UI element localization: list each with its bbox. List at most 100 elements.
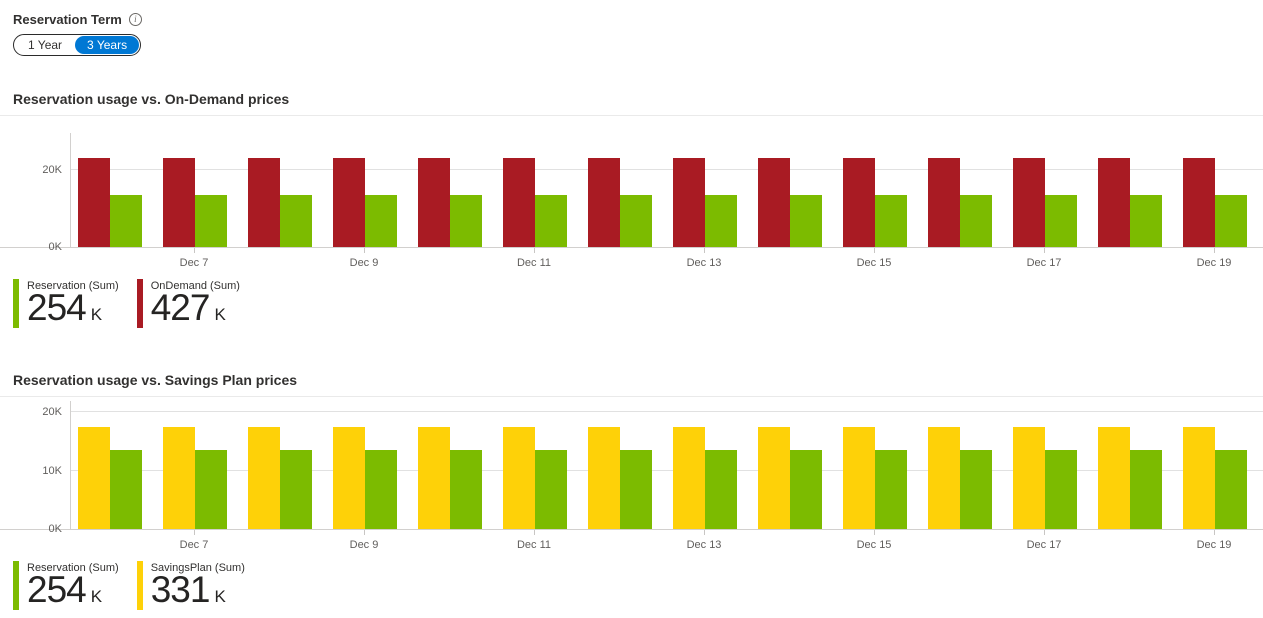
bar-reservation xyxy=(365,449,397,529)
info-icon[interactable]: i xyxy=(128,13,142,26)
bar-pair xyxy=(673,426,737,529)
y-axis-label: 0K xyxy=(48,522,62,535)
legend-unit: K xyxy=(90,305,103,324)
legend-swatch xyxy=(136,279,143,328)
legend-value: 331 xyxy=(150,568,211,610)
bar-ondemand xyxy=(418,158,450,247)
gridline xyxy=(71,410,1263,412)
y-axis: 0K 10K 20K xyxy=(0,401,70,535)
x-axis-label: Dec 11 xyxy=(516,257,552,269)
x-axis-label: Dec 9 xyxy=(349,257,379,269)
bar-reservation xyxy=(535,195,567,247)
bar-pair xyxy=(928,426,992,529)
x-axis-tick xyxy=(704,529,705,535)
bar-savingsplan xyxy=(1013,426,1045,529)
x-axis-label: Dec 11 xyxy=(516,538,552,551)
bar-pair xyxy=(1183,158,1247,247)
bar-reservation xyxy=(195,195,227,247)
bar-pair xyxy=(758,158,822,247)
bar-ondemand xyxy=(1098,158,1130,247)
bar-reservation xyxy=(790,449,822,529)
bar-reservation xyxy=(705,195,737,247)
divider xyxy=(0,115,1263,116)
x-axis-tick xyxy=(704,248,705,253)
bar-reservation xyxy=(875,449,907,529)
legend-text: OnDemand (Sum) 427 K xyxy=(151,279,240,328)
bar-pair xyxy=(588,158,652,247)
gridline xyxy=(71,169,1263,170)
legend-value-row: 427 K xyxy=(150,287,240,328)
gridline xyxy=(71,469,1263,471)
bar-reservation xyxy=(280,195,312,247)
bar-pair xyxy=(503,158,567,247)
bar-ondemand xyxy=(503,158,535,247)
bar-savingsplan xyxy=(333,426,365,529)
bar-savingsplan xyxy=(843,426,875,529)
legend-unit: K xyxy=(90,586,103,606)
bar-reservation xyxy=(1045,449,1077,529)
legend-value: 427 xyxy=(150,287,211,328)
bar-pair xyxy=(418,158,482,247)
legend-item-ondemand-sum: OnDemand (Sum) 427 K xyxy=(136,279,240,328)
bar-ondemand xyxy=(843,158,875,247)
y-axis-label: 20K xyxy=(42,164,62,176)
bar-pair xyxy=(163,158,227,247)
bar-reservation xyxy=(960,449,992,529)
bar-reservation xyxy=(280,449,312,529)
legend-label: OnDemand (Sum) xyxy=(150,280,240,292)
bar-savingsplan xyxy=(248,426,280,529)
bar-pair xyxy=(1183,426,1247,529)
bar-savingsplan xyxy=(588,426,620,529)
bar-ondemand xyxy=(163,158,195,247)
bar-pair xyxy=(1013,426,1077,529)
bar-pair xyxy=(1098,426,1162,529)
legend-value-row: 254 K xyxy=(27,288,119,328)
legend-value-row: 254 K xyxy=(27,570,119,610)
bar-ondemand xyxy=(248,158,280,247)
x-axis-label: Dec 17 xyxy=(1026,257,1062,269)
savingsplan-chart-title: Reservation usage vs. Savings Plan price… xyxy=(13,371,298,388)
bar-pair xyxy=(418,426,482,529)
bar-savingsplan xyxy=(163,426,195,529)
y-axis: 0K 20K xyxy=(0,133,70,253)
bar-pair xyxy=(843,158,907,247)
bar-reservation xyxy=(535,449,567,529)
x-axis-tick xyxy=(874,248,875,253)
bar-savingsplan xyxy=(758,426,790,529)
bar-pair xyxy=(758,426,822,529)
reservation-term-section: Reservation Term i 1 Year 3 Years xyxy=(13,12,1263,56)
bar-ondemand xyxy=(928,158,960,247)
bar-reservation xyxy=(875,195,907,247)
toggle-option-1-year[interactable]: 1 Year xyxy=(28,38,63,52)
bar-pair xyxy=(333,426,397,529)
x-axis-label: Dec 15 xyxy=(856,257,892,269)
toggle-option-3-years[interactable]: 3 Years xyxy=(75,36,140,54)
bar-savingsplan xyxy=(503,426,535,529)
x-axis-label: Dec 13 xyxy=(686,538,722,551)
bar-ondemand xyxy=(78,158,110,247)
bar-savingsplan xyxy=(1098,426,1130,529)
bar-reservation xyxy=(1130,195,1162,247)
y-axis-label: 0K xyxy=(48,241,62,253)
x-axis-tick xyxy=(1044,529,1045,535)
reservation-term-label: Reservation Term xyxy=(13,12,122,27)
x-axis-label: Dec 15 xyxy=(856,538,892,551)
y-axis-label: 10K xyxy=(42,464,62,477)
bar-pair xyxy=(78,158,142,247)
legend-item-reservation-sum: Reservation (Sum) 254 K xyxy=(13,560,119,610)
legend-text: SavingsPlan (Sum) 331 K xyxy=(151,561,245,610)
legend-unit: K xyxy=(214,586,226,606)
legend-label: Reservation (Sum) xyxy=(27,561,119,574)
bar-savingsplan xyxy=(673,426,705,529)
legend-text: Reservation (Sum) 254 K xyxy=(27,279,119,328)
plot-area xyxy=(70,400,1263,530)
x-axis-tick xyxy=(364,248,365,253)
bar-ondemand xyxy=(333,158,365,247)
savingsplan-chart-block: Reservation usage vs. Savings Plan price… xyxy=(0,372,1263,610)
bar-reservation xyxy=(960,195,992,247)
ondemand-chart-block: Reservation usage vs. On-Demand prices 0… xyxy=(0,91,1263,328)
x-axis-tick xyxy=(1214,248,1215,253)
bar-reservation xyxy=(110,195,142,247)
bar-reservation xyxy=(450,195,482,247)
bar-reservation xyxy=(1215,449,1247,529)
